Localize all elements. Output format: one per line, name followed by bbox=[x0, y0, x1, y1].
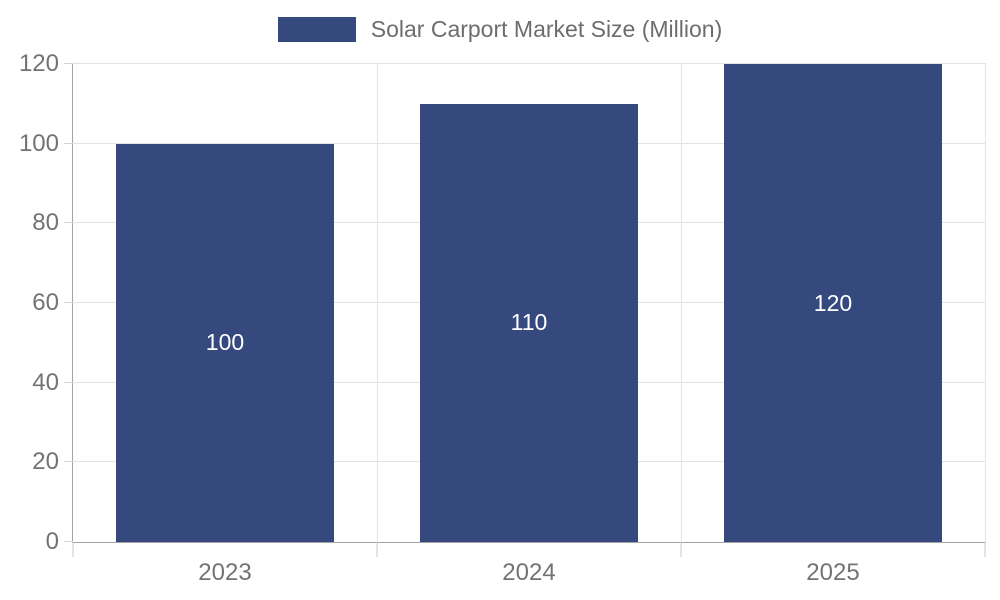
y-axis-tick-label: 80 bbox=[32, 209, 59, 237]
bar-value-label: 100 bbox=[205, 329, 245, 356]
legend-label: Solar Carport Market Size (Million) bbox=[370, 16, 723, 42]
y-axis-tick-label: 40 bbox=[32, 368, 59, 396]
x-axis-tick-label: 2025 bbox=[806, 559, 860, 586]
grid-line-v bbox=[376, 64, 378, 542]
bar: 120 bbox=[723, 64, 943, 542]
x-axis-tick bbox=[376, 542, 378, 557]
x-axis-tick bbox=[984, 542, 986, 557]
y-axis-tick-label: 20 bbox=[32, 448, 59, 476]
bar: 100 bbox=[115, 143, 335, 542]
y-axis-tick-label: 60 bbox=[32, 289, 59, 316]
y-axis-tick-label: 100 bbox=[18, 129, 59, 157]
grid-line-v bbox=[680, 64, 682, 542]
x-axis-tick bbox=[72, 542, 74, 557]
x-axis-tick-label: 2023 bbox=[198, 559, 252, 586]
bar: 110 bbox=[419, 103, 639, 542]
y-axis-tick bbox=[64, 541, 73, 542]
y-axis-tick bbox=[64, 63, 73, 64]
x-axis-tick bbox=[680, 542, 682, 557]
legend: Solar Carport Market Size (Million) bbox=[0, 16, 1000, 43]
bar-value-label: 110 bbox=[510, 309, 548, 336]
x-axis-tick-label: 2024 bbox=[502, 559, 556, 586]
y-axis-tick bbox=[64, 381, 73, 383]
y-axis-tick bbox=[64, 142, 73, 144]
plot-area: 0 20 40 60 80 100 120 100 2023 110 2024 120 2025 bbox=[19, 52, 986, 585]
y-axis-tick bbox=[64, 461, 73, 463]
y-axis-tick-label: 120 bbox=[18, 50, 59, 77]
y-axis-tick bbox=[64, 302, 73, 303]
legend-swatch bbox=[277, 17, 356, 42]
y-axis-tick bbox=[64, 222, 73, 224]
bar-value-label: 120 bbox=[813, 289, 853, 316]
y-axis-tick-label: 0 bbox=[45, 528, 59, 555]
